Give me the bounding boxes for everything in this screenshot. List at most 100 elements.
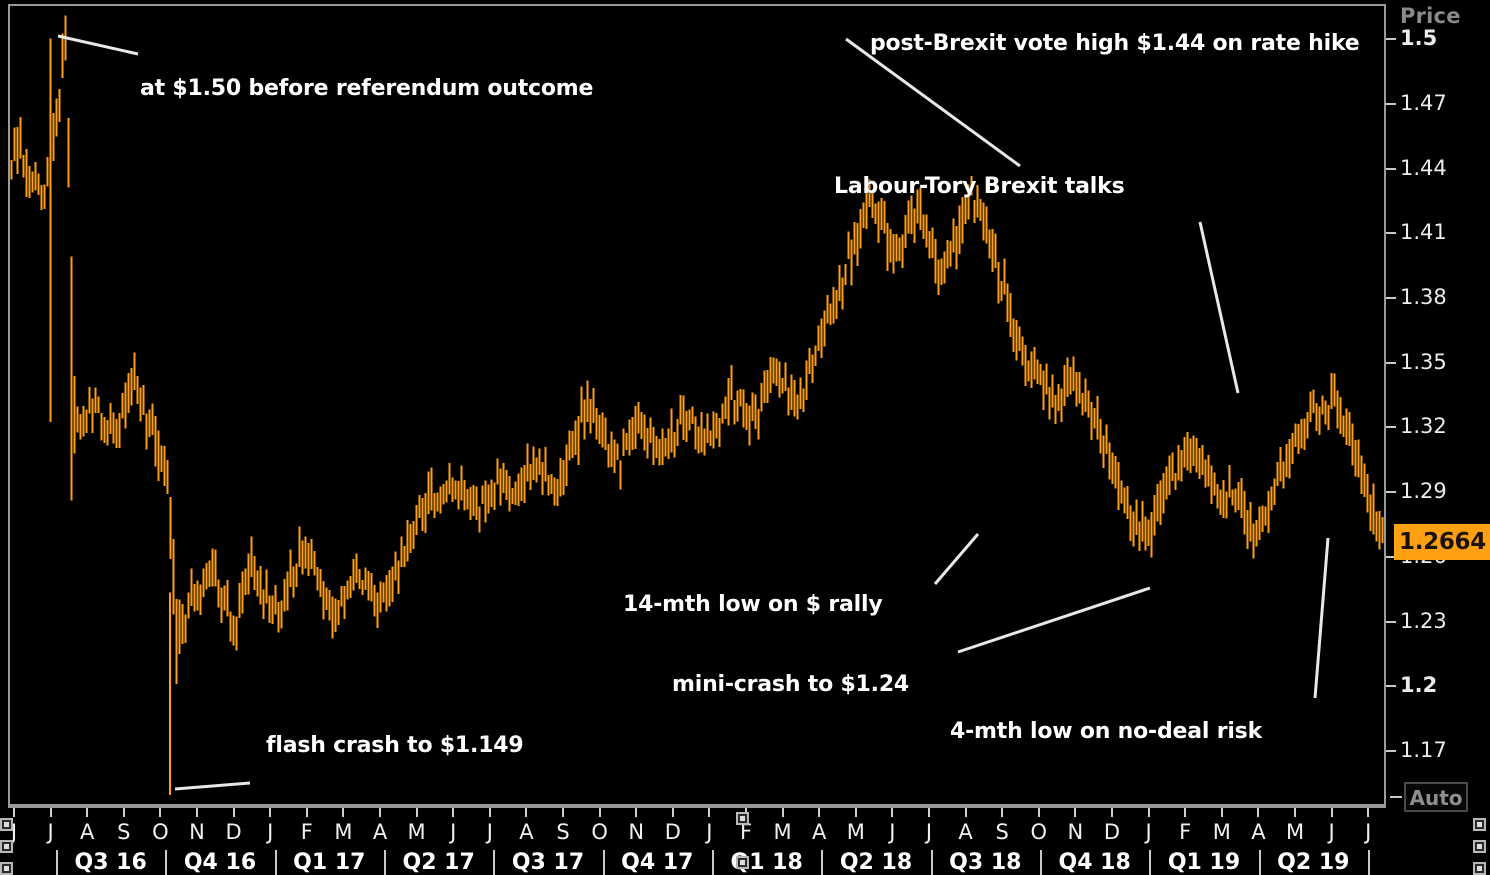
tick-mark [1386,361,1396,364]
price-tick-label: 1.29 [1400,479,1447,504]
resize-handle[interactable] [1473,840,1486,853]
price-tick-1-38: 1.38 [1386,285,1490,309]
quarter-separator [384,850,386,875]
month-tick [342,808,345,817]
tick-mark [1386,38,1396,41]
quarter-label: Q3 18 [949,850,1022,875]
annotation-14-month-low: 14-mth low on $ rally [623,592,883,617]
quarter-separator [712,850,714,875]
month-label: J [1145,820,1152,844]
price-tick-1-41: 1.41 [1386,220,1490,244]
month-label: A [958,820,973,844]
resize-handle[interactable] [736,856,749,869]
month-label: D [225,820,242,844]
quarter-label: Q4 16 [183,850,257,875]
month-tick [1147,808,1150,817]
annotation-flash-crash: flash crash to $1.149 [266,733,524,758]
price-axis[interactable]: Price 1.5 1.47 1.44 1.41 1.38 1.35 1.32 1.29 1.2… [1386,0,1490,812]
month-tick [49,808,52,817]
quarter-separator [493,850,496,875]
month-tick [1074,808,1077,817]
month-label: J [925,820,933,844]
month-tick [525,808,528,817]
month-label: D [664,820,681,844]
month-label: O [1030,820,1048,844]
quarter-separator [165,850,168,875]
month-label: M [1212,820,1231,844]
auto-scale-button[interactable]: Auto [1404,782,1468,812]
month-tick [1257,808,1260,817]
month-tick [1294,808,1296,817]
price-tick-1-44: 1.44 [1386,156,1490,180]
month-label: A [1251,820,1266,844]
month-label: J [450,820,457,844]
tick-mark [1386,232,1396,235]
resize-handle[interactable] [0,818,13,831]
month-label: J [706,820,713,844]
month-label: M [1285,820,1305,844]
price-tick-1-2: 1.2 [1386,673,1490,697]
tick-mark [1386,620,1396,623]
month-label: M [773,820,792,844]
price-tick-label: 1.32 [1400,414,1447,439]
month-tick [891,808,894,817]
quarter-label: Q2 18 [839,850,913,875]
month-label: A [372,820,388,844]
auto-tick-mark [1390,796,1402,798]
quarter-separator [1040,850,1042,875]
month-label: J [47,820,54,844]
price-axis-title: Price [1400,4,1461,28]
resize-handle[interactable] [0,862,13,875]
quarter-separator [274,850,277,875]
month-label: M [846,820,865,844]
month-tick [305,808,308,817]
price-tick-1-32: 1.32 [1386,414,1490,438]
resize-handle[interactable] [0,840,13,853]
month-tick [781,808,784,817]
time-axis-rule [8,806,1386,808]
price-tick-1-35: 1.35 [1386,350,1490,374]
month-tick [598,808,601,817]
tick-mark [1386,749,1396,752]
month-label: J [486,820,493,844]
month-tick [232,808,235,817]
month-tick [1111,808,1113,817]
price-tick-1-5: 1.5 [1386,26,1490,50]
price-chart-plot-area[interactable]: at $1.50 before referendum outcome post-… [8,4,1386,806]
month-tick [159,808,162,817]
price-series-canvas [10,15,1384,796]
quarter-label: Q1 17 [293,850,366,875]
price-tick-label: 1.47 [1400,91,1447,116]
month-tick [1001,808,1004,817]
quarter-separator [1258,850,1261,875]
month-tick [818,808,821,817]
month-label: J [10,820,18,844]
month-tick [86,808,89,817]
month-tick [13,808,15,817]
month-label: D [1103,820,1121,844]
quarter-separator [821,850,824,875]
price-tick-label: 1.35 [1400,349,1447,374]
month-tick [452,808,455,817]
month-tick [928,808,930,817]
annotation-post-brexit-high: post-Brexit vote high $1.44 on rate hike [870,31,1360,56]
annotation-mini-crash: mini-crash to $1.24 [672,672,910,697]
resize-handle[interactable] [1473,818,1486,831]
quarter-label: Q3 17 [511,850,585,875]
quarter-separator [930,850,933,875]
annotation-pre-referendum: at $1.50 before referendum outcome [140,76,594,101]
quarter-label: Q2 19 [1277,850,1350,875]
quarter-separator [1368,850,1370,875]
month-label: N [628,820,645,844]
tick-mark [1386,491,1396,494]
resize-handle[interactable] [1473,862,1486,875]
annotation-leader-lines [57,34,1330,791]
month-label: M [334,820,353,844]
quarter-label: Q2 17 [402,850,475,875]
month-label: M [407,820,426,844]
resize-handle[interactable] [736,812,749,825]
month-label: J [1365,820,1372,844]
price-tick-label: 1.17 [1400,737,1447,762]
